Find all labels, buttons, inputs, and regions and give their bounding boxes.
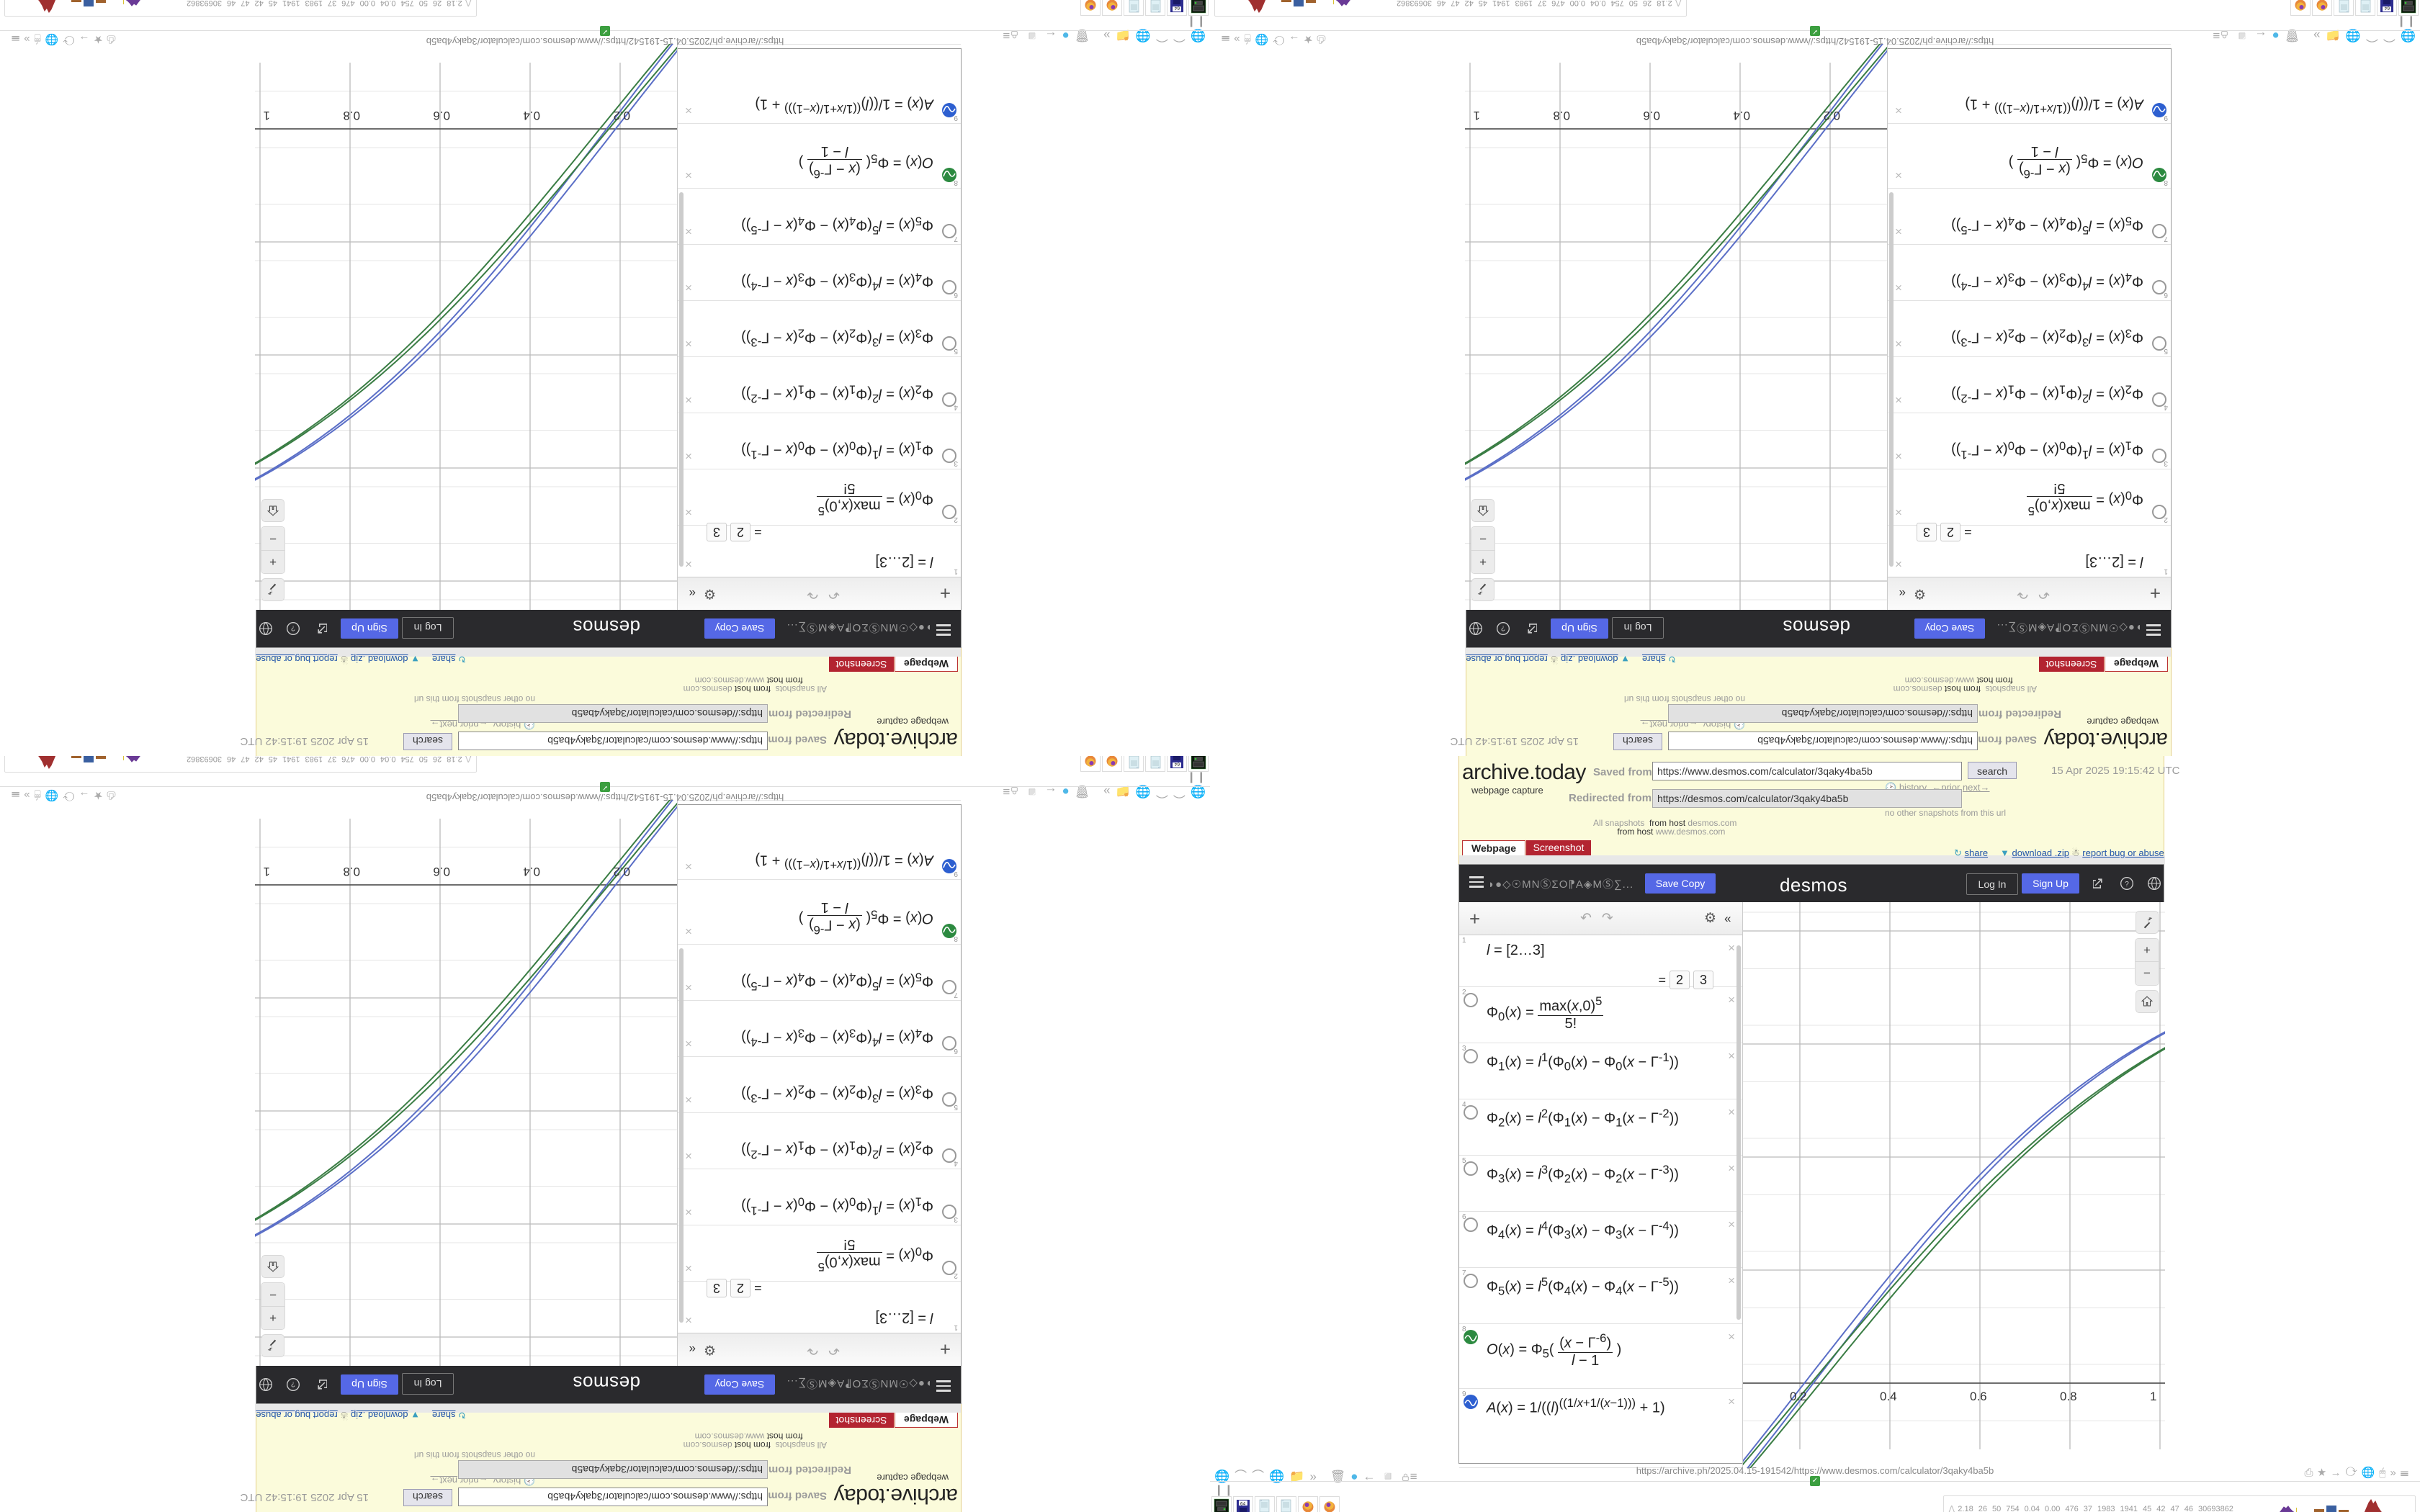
- svg-text:0.8: 0.8: [1553, 109, 1570, 122]
- svg-text:0.2: 0.2: [1790, 1390, 1807, 1403]
- svg-text:0.2: 0.2: [613, 109, 630, 122]
- svg-text:0.6: 0.6: [433, 865, 450, 878]
- svg-text:?: ?: [291, 624, 295, 631]
- svg-text:0.4: 0.4: [523, 109, 540, 122]
- svg-text:0.6: 0.6: [433, 109, 450, 122]
- svg-text:?: ?: [1501, 624, 1505, 631]
- svg-text:0.4: 0.4: [1880, 1390, 1897, 1403]
- svg-text:0.8: 0.8: [343, 865, 360, 878]
- svg-text:0.4: 0.4: [1733, 109, 1750, 122]
- svg-text:0.2: 0.2: [613, 865, 630, 878]
- svg-text:1: 1: [264, 109, 270, 122]
- svg-text:?: ?: [2125, 881, 2129, 888]
- svg-text:0.4: 0.4: [523, 865, 540, 878]
- svg-text:64: 64: [1240, 1502, 1246, 1507]
- svg-text:0.2: 0.2: [1823, 109, 1840, 122]
- svg-text:?: ?: [291, 1380, 295, 1387]
- svg-text:0.6: 0.6: [1970, 1390, 1987, 1403]
- svg-text:1: 1: [1474, 109, 1480, 122]
- svg-text:64: 64: [1174, 762, 1180, 767]
- svg-text:1: 1: [264, 865, 270, 878]
- svg-text:0.8: 0.8: [343, 109, 360, 122]
- svg-text:0.8: 0.8: [2060, 1390, 2077, 1403]
- svg-text:1: 1: [2150, 1390, 2156, 1403]
- svg-text:0.6: 0.6: [1643, 109, 1660, 122]
- svg-text:64: 64: [2384, 6, 2390, 11]
- svg-text:64: 64: [1174, 6, 1180, 11]
